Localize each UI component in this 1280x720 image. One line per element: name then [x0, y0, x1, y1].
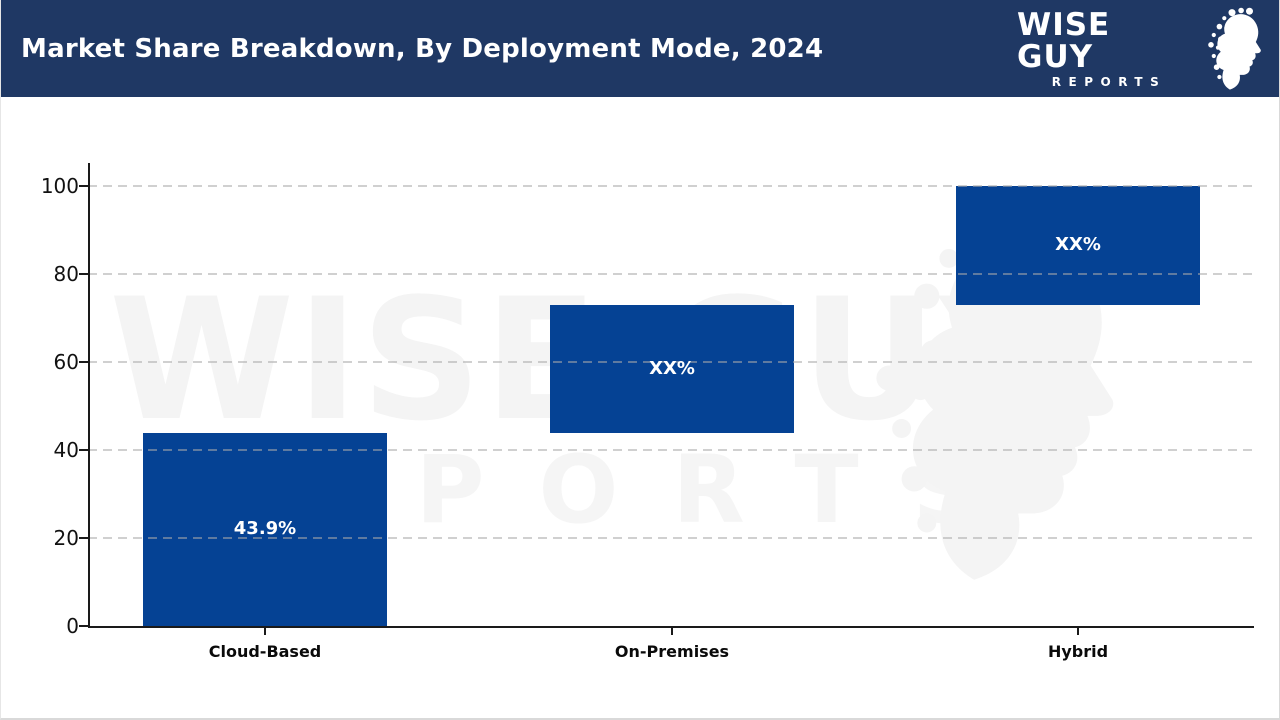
market-share-chart: 0 20 40 60 80 100 43.9% XX% XX% Cloud-Based On-Pre… [1, 97, 1279, 718]
y-tick-mark [79, 273, 88, 275]
bar-value-label-hybrid: XX% [1055, 234, 1101, 256]
y-tick-label: 0 [66, 614, 79, 638]
x-tick-mark [1077, 628, 1079, 635]
gridline-40 [88, 449, 1254, 451]
y-tick-label: 20 [53, 526, 79, 550]
bar-cloud-based [143, 432, 387, 626]
brand-wordmark: WISE GUY REPORTS [1017, 9, 1197, 89]
gridline-20 [88, 537, 1254, 539]
brand-logo: WISE GUY REPORTS [1017, 6, 1267, 92]
bar-value-label-cloud-based: 43.9% [233, 518, 297, 540]
y-tick-mark [79, 449, 88, 451]
header-band: Market Share Breakdown, By Deployment Mo… [1, 0, 1279, 97]
page-title: Market Share Breakdown, By Deployment Mo… [21, 33, 824, 64]
wiseguy-face-profile-icon [1208, 7, 1261, 90]
gridline-100 [88, 185, 1254, 187]
y-tick-label: 60 [53, 350, 79, 374]
y-tick-label: 80 [53, 262, 79, 286]
y-axis-spine [88, 163, 90, 628]
y-tick-mark [79, 185, 88, 187]
gridline-60 [88, 361, 1254, 363]
x-tick-mark [671, 628, 673, 635]
brand-subtitle-text: REPORTS [1051, 75, 1167, 89]
gridline-80 [88, 273, 1254, 275]
brand-name-text: WISE GUY [1017, 7, 1111, 75]
x-category-label-hybrid: Hybrid [1047, 642, 1109, 661]
x-category-label-cloud-based: Cloud-Based [208, 642, 322, 661]
y-tick-label: 40 [53, 438, 79, 462]
x-category-label-on-premises: On-Premises [614, 642, 730, 661]
y-tick-label: 100 [40, 174, 79, 198]
bar-on-premises [550, 304, 794, 433]
x-axis-spine [88, 626, 1254, 628]
y-tick-mark [79, 625, 88, 627]
x-tick-mark [264, 628, 266, 635]
bar-value-label-on-premises: XX% [649, 357, 695, 379]
y-tick-mark [79, 361, 88, 363]
y-tick-mark [79, 537, 88, 539]
